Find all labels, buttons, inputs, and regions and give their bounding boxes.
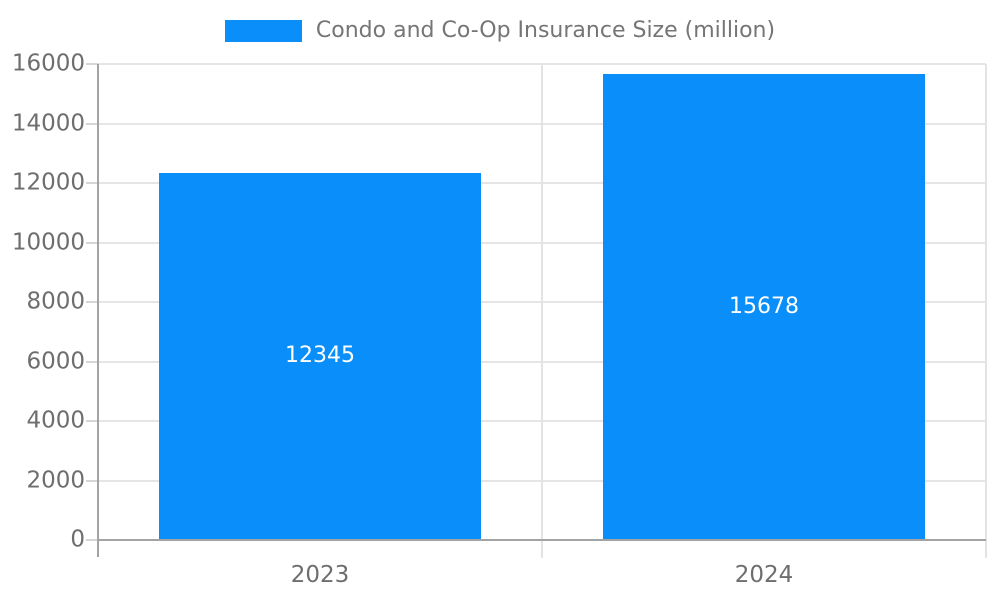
y-tick-mark (86, 182, 98, 184)
plot-area: 12345 15678 (97, 63, 987, 558)
y-tick-mark (86, 360, 98, 363)
y-tick-label: 14000 (11, 110, 85, 136)
y-tick-label: 4000 (26, 407, 85, 434)
bar-value-label: 15678 (728, 293, 799, 319)
bar: 12345 (159, 172, 481, 540)
y-tick-marks (86, 63, 98, 541)
y-tick-mark (86, 301, 98, 303)
y-tick-label: 10000 (11, 229, 85, 255)
x-tick-label: 2024 (734, 562, 794, 588)
y-tick-label: 16000 (11, 50, 85, 77)
y-tick-mark (86, 63, 98, 65)
y-tick-mark (86, 122, 98, 125)
y-tick-mark (86, 241, 98, 244)
y-tick-mark (86, 420, 98, 422)
legend-swatch (224, 20, 302, 42)
y-tick-label: 12000 (11, 169, 85, 196)
y-tick-label: 2000 (26, 467, 85, 493)
x-axis-labels: 2023 2024 (98, 557, 986, 593)
x-tick-label: 2023 (290, 562, 350, 588)
category-divider (541, 64, 543, 558)
plot-right-border (985, 64, 987, 558)
y-axis-line (97, 64, 99, 557)
legend: Condo and Co-Op Insurance Size (million) (0, 17, 1000, 45)
bar-value-label: 12345 (284, 343, 355, 369)
y-tick-label: 8000 (26, 288, 85, 315)
y-tick-mark (86, 539, 98, 541)
legend-label: Condo and Co-Op Insurance Size (million) (315, 17, 776, 43)
y-axis: 0 2000 4000 6000 8000 10000 12000 14000 16000 (0, 52, 85, 551)
bar: 15678 (603, 73, 925, 540)
y-tick-mark (86, 479, 98, 482)
y-tick-label: 6000 (26, 348, 85, 374)
y-tick-label: 0 (70, 526, 85, 553)
x-axis-line (98, 539, 986, 541)
